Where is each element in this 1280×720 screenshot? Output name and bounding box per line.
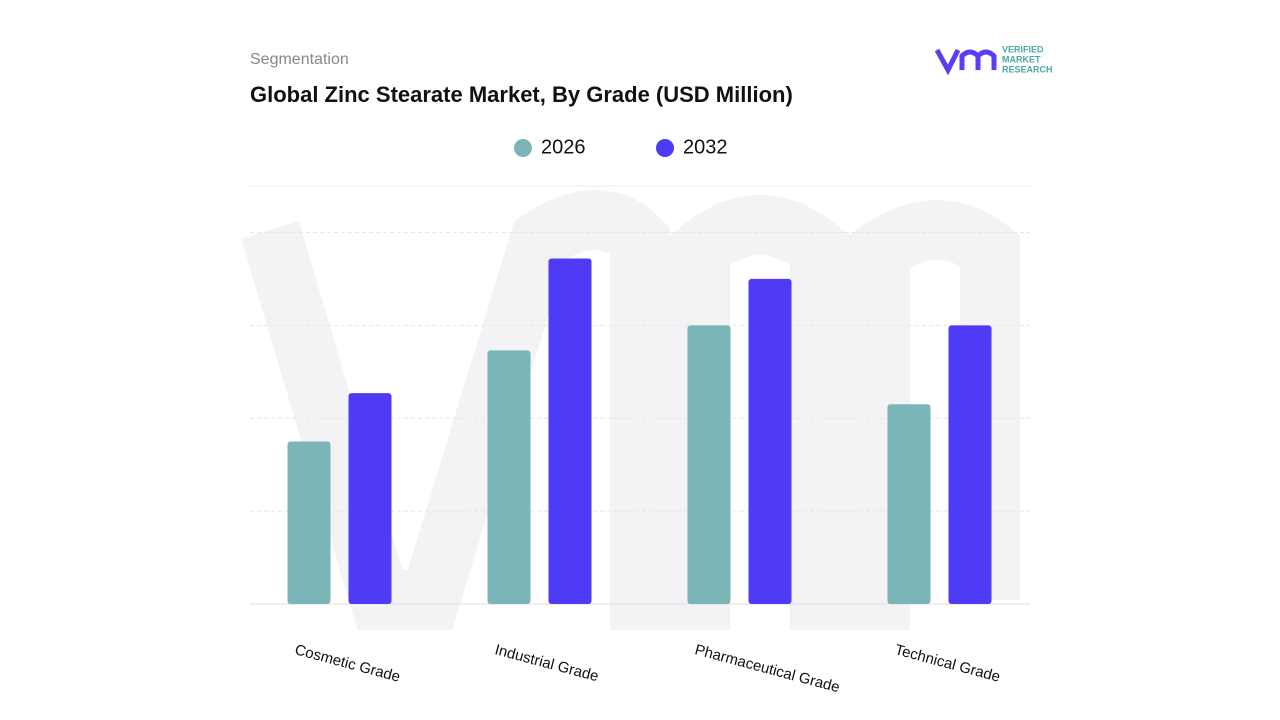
x-tick-label: Pharmaceutical Grade [693, 641, 842, 696]
bar [348, 393, 392, 604]
subtitle: Segmentation [250, 51, 349, 68]
x-tick-label: Industrial Grade [493, 641, 600, 685]
bar [487, 350, 531, 604]
bar [748, 278, 792, 604]
logo-text: RESEARCH [1002, 64, 1053, 74]
chart-title: Global Zinc Stearate Market, By Grade (U… [250, 82, 793, 107]
legend-label: 2026 [541, 136, 586, 158]
watermark [241, 190, 1020, 630]
x-tick-label: Cosmetic Grade [293, 641, 402, 685]
legend-marker [514, 139, 532, 157]
bar [287, 441, 331, 604]
legend-marker [656, 139, 674, 157]
legend-label: 2032 [683, 136, 728, 158]
logo-text: MARKET [1002, 54, 1041, 64]
bar [687, 325, 731, 604]
logo-text: VERIFIED [1002, 44, 1044, 54]
bar [948, 325, 992, 604]
bar [887, 404, 931, 604]
x-tick-label: Technical Grade [893, 641, 1002, 685]
logo-mark [934, 48, 997, 76]
bar [548, 258, 592, 604]
